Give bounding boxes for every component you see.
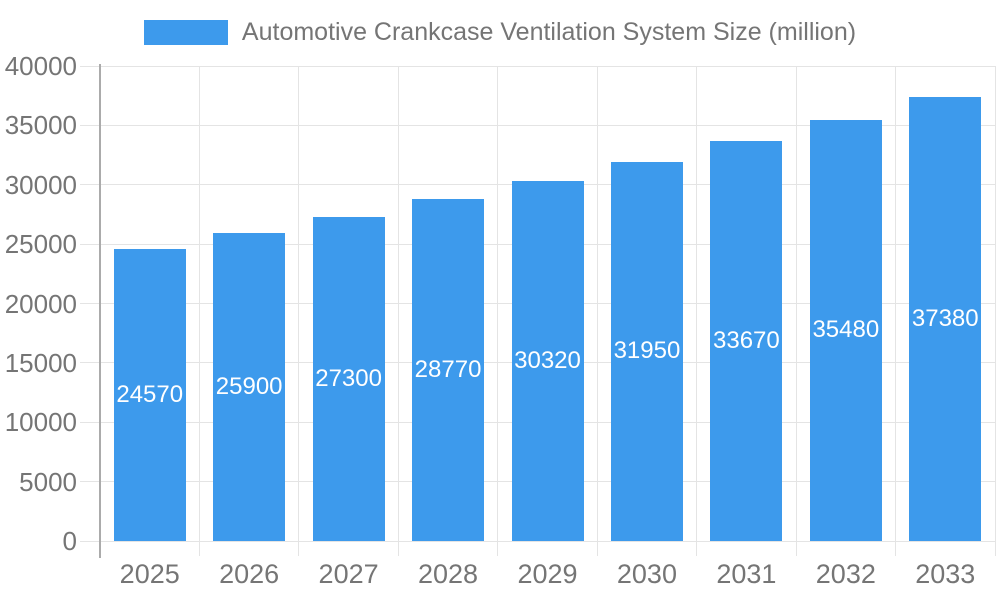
y-axis-tick-label: 30000 [4,169,77,200]
y-axis-tick-label: 5000 [19,466,77,497]
legend-swatch-icon [143,20,228,45]
y-gridline [80,540,995,542]
x-gridline [298,66,300,556]
bar-value-label: 33670 [713,327,780,355]
bar-value-label: 25900 [215,373,283,401]
x-axis-tick-label: 2028 [418,559,479,589]
x-axis-tick-label: 2031 [716,559,777,589]
x-gridline [596,66,598,556]
bar-value-label: 24570 [116,381,184,409]
x-gridline [497,66,499,556]
bar-2026: 25900 [213,233,286,541]
bar-value-label: 37380 [911,305,979,333]
bar-2033: 37380 [909,97,982,541]
y-axis-line [99,64,101,558]
bar-2027: 27300 [312,216,385,541]
y-gridline [80,65,995,67]
y-axis-tick-label: 35000 [4,110,77,141]
bar-value-label: 28770 [414,356,482,384]
legend-label: Automotive Crankcase Ventilation System … [241,18,857,46]
x-gridline [198,66,200,556]
legend[interactable]: Automotive Crankcase Ventilation System … [0,18,1000,47]
x-gridline [397,66,399,556]
y-axis-tick-label: 10000 [4,407,77,438]
x-axis-tick-label: 2032 [815,559,876,589]
y-axis-tick-label: 40000 [4,51,77,81]
x-gridline [795,66,797,556]
bar-2030: 31950 [610,161,683,541]
x-gridline [895,66,897,556]
y-axis-tick-label: 20000 [4,288,77,319]
bar-2028: 28770 [412,199,485,541]
x-gridline [696,66,698,556]
x-axis-tick-label: 2025 [119,559,180,589]
bar-value-label: 31950 [613,337,681,365]
bar-value-label: 30320 [514,346,581,374]
y-axis-tick-label: 25000 [4,229,77,260]
bar-2025: 24570 [113,249,186,541]
x-gridline [994,66,996,556]
x-axis-tick-label: 2029 [517,559,578,589]
bar-2031: 33670 [710,141,783,541]
x-axis-tick-label: 2030 [616,559,677,589]
y-axis-tick-label: 15000 [4,347,77,378]
y-gridline [80,124,995,126]
y-axis-tick-label: 0 [62,526,77,556]
bar-value-label: 27300 [315,364,382,392]
bar-value-label: 35480 [812,316,880,344]
x-axis-tick-label: 2033 [915,559,976,589]
x-axis-tick-label: 2026 [219,559,280,589]
x-axis-tick-label: 2027 [318,559,379,589]
bar-2032: 35480 [809,119,882,541]
bar-2029: 30320 [511,180,584,541]
